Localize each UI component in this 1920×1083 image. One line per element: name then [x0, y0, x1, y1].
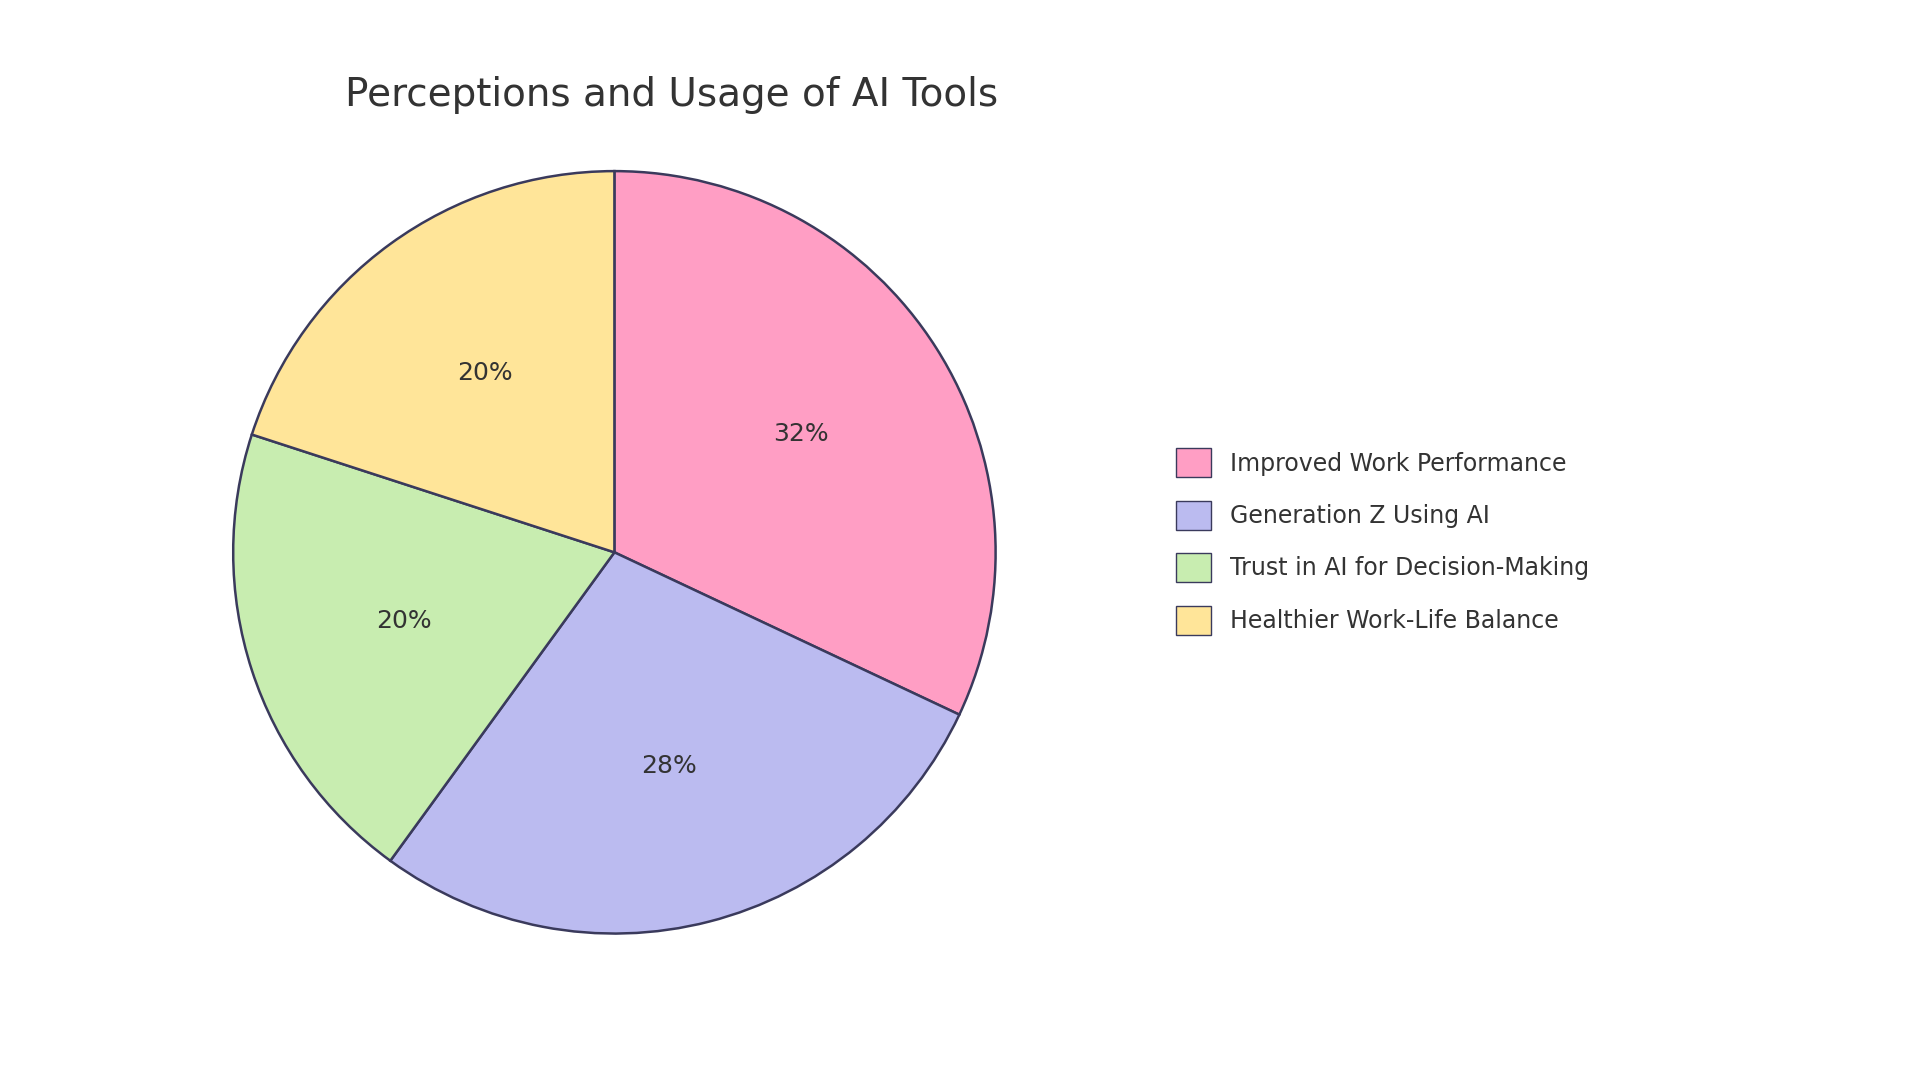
Wedge shape — [614, 171, 996, 715]
Text: 20%: 20% — [457, 362, 513, 386]
Text: Perceptions and Usage of AI Tools: Perceptions and Usage of AI Tools — [346, 76, 998, 114]
Text: 20%: 20% — [376, 609, 432, 632]
Legend: Improved Work Performance, Generation Z Using AI, Trust in AI for Decision-Makin: Improved Work Performance, Generation Z … — [1164, 436, 1601, 647]
Wedge shape — [232, 434, 614, 861]
Wedge shape — [252, 171, 614, 552]
Text: 28%: 28% — [641, 755, 697, 779]
Wedge shape — [390, 552, 960, 934]
Text: 32%: 32% — [774, 422, 829, 446]
